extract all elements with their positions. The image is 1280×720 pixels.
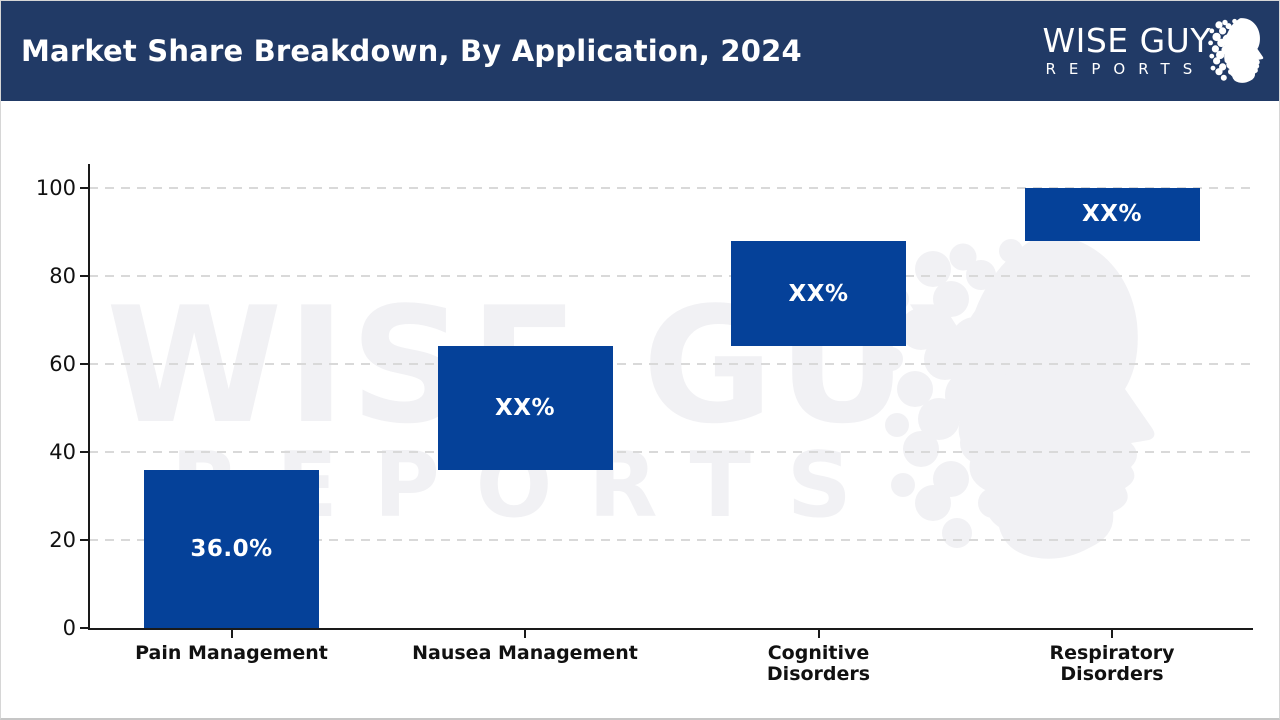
y-tick-mark-40 bbox=[80, 451, 88, 453]
y-tick-label-0: 0 bbox=[62, 616, 76, 640]
bar-respiratory-disorders: XX% bbox=[1024, 188, 1200, 241]
y-axis-spine bbox=[88, 164, 90, 630]
bar-value-label: 36.0% bbox=[190, 535, 273, 562]
gridline-40 bbox=[89, 451, 1253, 453]
gridline-20 bbox=[89, 539, 1253, 541]
x-tick-mark-3 bbox=[817, 630, 820, 638]
y-tick-mark-100 bbox=[80, 187, 88, 189]
y-tick-mark-0 bbox=[80, 627, 88, 629]
category-label-respiratory-disorders: Respiratory Disorders bbox=[1049, 642, 1175, 685]
y-tick-label-60: 60 bbox=[49, 352, 76, 376]
y-tick-label-80: 80 bbox=[49, 264, 76, 288]
brand-head-icon bbox=[1207, 10, 1267, 92]
brand-logo: WISE GUY REPORTS bbox=[1042, 7, 1267, 95]
x-tick-mark-4 bbox=[1111, 630, 1113, 638]
gridline-100 bbox=[89, 187, 1253, 189]
bar-value-label: XX% bbox=[1081, 201, 1142, 228]
bar-pain-management: 36.0% bbox=[144, 469, 319, 628]
y-tick-mark-80 bbox=[80, 275, 88, 277]
page-title: Market Share Breakdown, By Application, … bbox=[21, 34, 802, 68]
gridline-60 bbox=[89, 363, 1253, 365]
bar-value-label: XX% bbox=[494, 394, 555, 421]
brand-wordmark: WISE GUY bbox=[1042, 21, 1211, 60]
bar-value-label: XX% bbox=[788, 280, 849, 307]
y-tick-label-40: 40 bbox=[49, 440, 76, 464]
category-label-nausea-management: Nausea Management bbox=[412, 642, 638, 664]
watermark-head-icon bbox=[873, 227, 1173, 572]
y-tick-mark-20 bbox=[80, 539, 88, 541]
header: Market Share Breakdown, By Application, … bbox=[1, 1, 1279, 101]
y-tick-mark-60 bbox=[80, 363, 88, 365]
category-label-cognitive-disorders: Cognitive Disorders bbox=[766, 642, 871, 685]
brand-text: WISE GUY REPORTS bbox=[1042, 21, 1211, 79]
y-tick-label-20: 20 bbox=[49, 528, 76, 552]
x-axis-spine bbox=[88, 628, 1253, 630]
category-label-pain-management: Pain Management bbox=[135, 642, 328, 664]
bar-nausea-management: XX% bbox=[437, 346, 613, 470]
y-tick-label-100: 100 bbox=[35, 176, 76, 200]
bar-cognitive-disorders: XX% bbox=[731, 240, 906, 347]
brand-subtext: REPORTS bbox=[1045, 60, 1206, 78]
x-tick-mark-1 bbox=[230, 630, 233, 638]
x-tick-mark-2 bbox=[524, 630, 526, 638]
gridline-80 bbox=[89, 275, 1253, 277]
